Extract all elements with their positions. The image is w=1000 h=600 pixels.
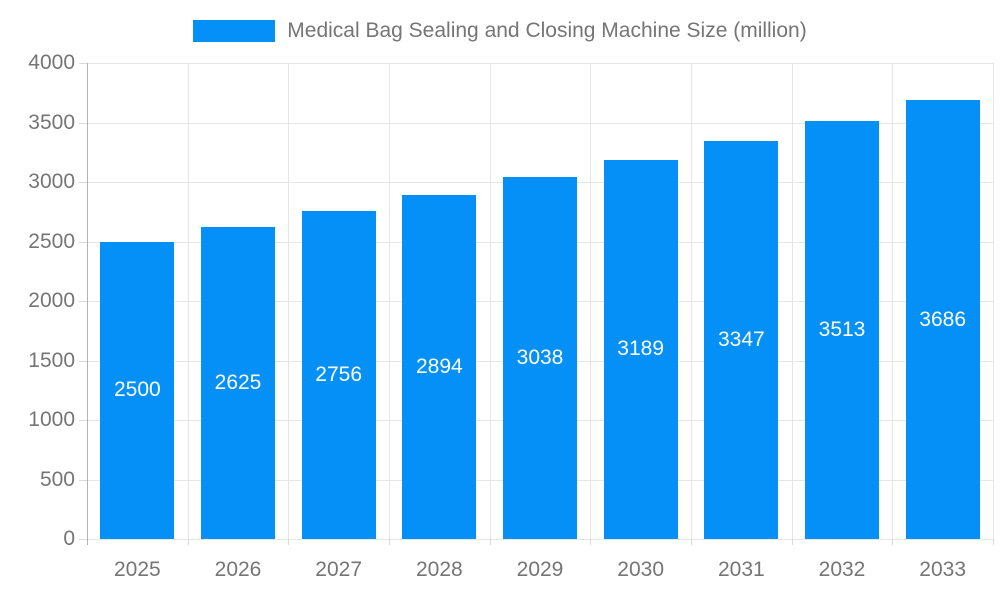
x-axis-tick: [791, 539, 793, 545]
y-axis-tick-label: 1500: [28, 348, 75, 372]
x-gridline: [993, 63, 994, 539]
x-axis-tick: [590, 539, 592, 545]
x-gridline: [489, 63, 491, 539]
y-axis-tick: [79, 63, 87, 64]
bar-2031: [704, 140, 779, 539]
x-axis-tick: [288, 539, 290, 545]
legend-label: Medical Bag Sealing and Closing Machine …: [287, 19, 807, 42]
y-axis-tick: [79, 479, 87, 481]
x-axis-tick: [187, 539, 189, 545]
y-gridline: [87, 539, 993, 540]
x-axis-tick-label: 2031: [717, 558, 765, 581]
y-axis-tick: [79, 539, 87, 540]
x-gridline: [691, 63, 692, 539]
x-axis-tick-label: 2029: [516, 558, 564, 581]
x-axis-tick-label: 2033: [919, 558, 967, 581]
x-gridline: [288, 63, 290, 539]
bar-2025: [100, 241, 175, 539]
x-gridline: [389, 63, 390, 539]
bar-value-label: 3513: [818, 317, 866, 341]
legend-swatch: [193, 20, 276, 42]
bar-2029: [503, 177, 577, 539]
y-axis-tick: [79, 301, 87, 302]
y-axis-tick-label: 0: [63, 527, 75, 550]
y-axis-tick: [79, 122, 87, 124]
y-axis-tick-label: 2000: [28, 289, 75, 312]
y-axis-tick-label: 500: [39, 467, 75, 491]
x-gridline: [791, 63, 793, 539]
y-axis-tick: [79, 420, 87, 421]
bar-value-label: 3038: [516, 346, 564, 370]
x-axis-tick: [993, 539, 994, 545]
x-axis-tick-label: 2025: [113, 558, 161, 581]
y-axis-tick: [79, 360, 87, 362]
bar-value-label: 2625: [214, 370, 262, 394]
plot-area: 0 500 1000 1500 2000 2500 3000 3500 4000 2500 2025…: [28, 51, 994, 581]
y-axis-tick-label: 4000: [28, 51, 75, 74]
bar-2030: [603, 159, 678, 539]
bar-value-label: 2894: [415, 354, 463, 378]
bar-2028: [402, 194, 477, 539]
bar-value-label: 2756: [315, 363, 363, 387]
bar-2026: [201, 226, 275, 539]
x-axis-tick: [389, 539, 390, 545]
x-axis-tick-label: 2032: [818, 558, 866, 581]
x-axis-tick-label: 2026: [214, 558, 262, 581]
y-axis-tick: [79, 182, 87, 183]
x-axis-tick: [489, 539, 491, 545]
x-axis-tick: [892, 539, 894, 545]
x-gridline: [187, 63, 189, 539]
y-gridline: [87, 122, 993, 124]
x-axis-tick-label: 2028: [415, 558, 463, 581]
bar-2027: [301, 211, 376, 539]
y-axis-tick-label: 3000: [28, 170, 75, 193]
bar-2032: [805, 120, 879, 539]
legend[interactable]: Medical Bag Sealing and Closing Machine …: [0, 18, 1000, 44]
bar-value-label: 3347: [717, 327, 765, 351]
x-axis-tick-label: 2030: [617, 558, 665, 581]
y-axis-line: [87, 63, 88, 545]
bar-value-label: 3686: [919, 307, 967, 331]
bar-value-label: 2500: [113, 378, 161, 402]
y-axis-tick-label: 1000: [28, 408, 75, 431]
y-axis-tick-label: 3500: [28, 110, 75, 134]
bar-value-label: 3189: [617, 337, 665, 361]
x-axis-tick: [691, 539, 692, 545]
x-gridline: [590, 63, 592, 539]
y-axis-tick-label: 2500: [28, 229, 75, 253]
y-axis-tick: [79, 241, 87, 243]
bar-2033: [905, 100, 980, 539]
x-gridline: [892, 63, 894, 539]
y-gridline: [87, 63, 993, 64]
x-axis-tick-label: 2027: [315, 558, 363, 581]
